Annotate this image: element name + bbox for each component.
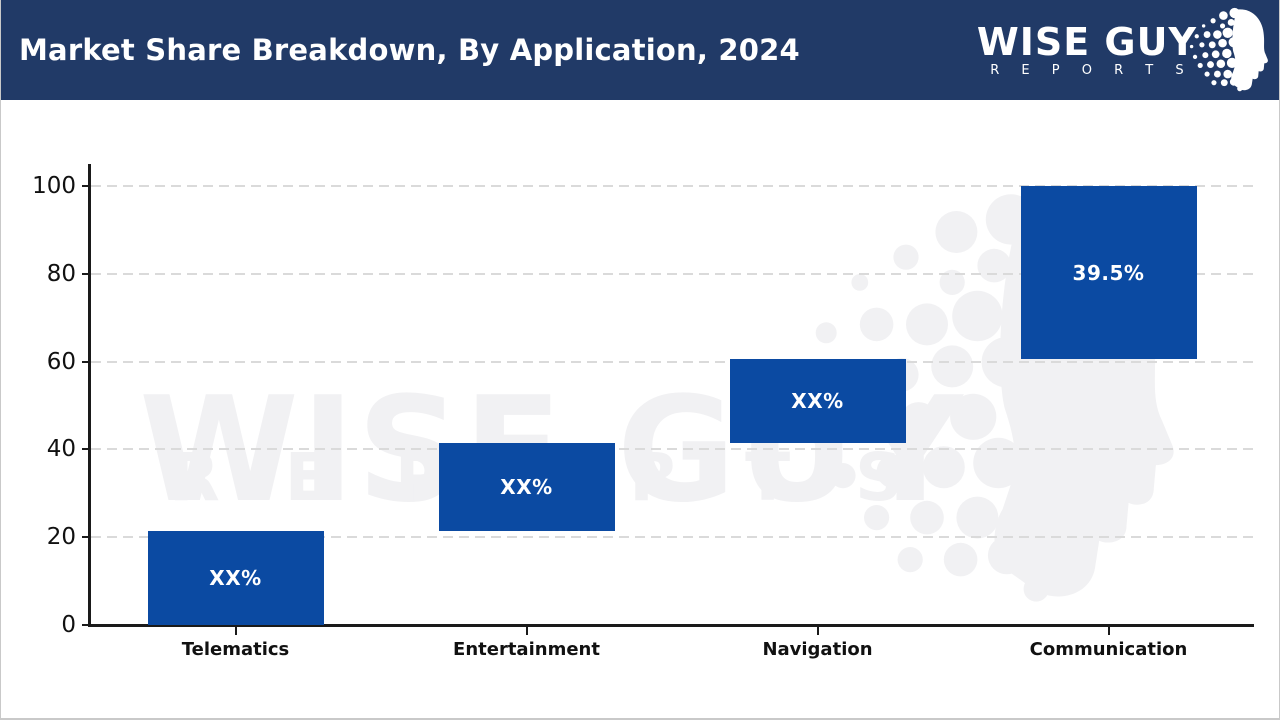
gridline-20	[91, 536, 1254, 539]
bar-communication: 39.5%	[1020, 186, 1197, 360]
bar-navigation: XX%	[729, 359, 906, 443]
bar-entertainment: XX%	[438, 442, 615, 531]
bar-telematics: XX%	[147, 530, 324, 625]
y-tick-label-0: 0	[61, 612, 76, 638]
y-tick-label-100: 100	[32, 173, 76, 199]
x-tick-entertainment	[525, 627, 528, 635]
y-tick-100	[82, 185, 90, 187]
y-axis-line	[88, 164, 91, 627]
gridline-80	[91, 272, 1254, 275]
gridline-40	[91, 448, 1254, 451]
bar-value-label: XX%	[500, 474, 553, 499]
category-label-telematics: Telematics	[181, 639, 290, 660]
x-tick-communication	[1107, 627, 1110, 635]
y-tick-60	[82, 360, 90, 363]
logo-subtitle: R E P O R T S	[990, 63, 1193, 78]
x-tick-navigation	[816, 627, 819, 635]
y-tick-40	[82, 448, 90, 451]
y-tick-label-40: 40	[46, 436, 76, 463]
category-label-navigation: Navigation	[762, 639, 873, 660]
category-label-communication: Communication	[1029, 639, 1188, 660]
y-tick-label-20: 20	[46, 524, 76, 551]
gridline-60	[91, 360, 1254, 363]
y-tick-20	[82, 536, 90, 539]
bar-value-label: XX%	[791, 389, 844, 414]
wiseguy-logo: WISE GUY R E P O R T S	[977, 0, 1269, 100]
bar-value-label: XX%	[209, 565, 262, 590]
category-label-entertainment: Entertainment	[453, 639, 600, 660]
x-tick-telematics	[234, 627, 237, 635]
gridline-100	[91, 185, 1254, 187]
y-tick-label-80: 80	[46, 260, 76, 287]
page-title: Market Share Breakdown, By Application, …	[19, 33, 800, 67]
x-axis-line	[88, 624, 1254, 627]
y-tick-0	[82, 624, 90, 626]
header-bar: Market Share Breakdown, By Application, …	[1, 0, 1279, 100]
y-tick-80	[82, 272, 90, 275]
plot-area: 0 20 40 60 80 100 XX% Telematics XX% Entertainmen…	[1, 100, 1279, 718]
bar-value-label: 39.5%	[1072, 260, 1145, 285]
chart-area: WISE GUY R E P O R T S 020406080100XX%Te…	[1, 100, 1279, 718]
y-tick-label-60: 60	[46, 348, 76, 375]
logo-wordmark: WISE GUY	[976, 20, 1197, 64]
